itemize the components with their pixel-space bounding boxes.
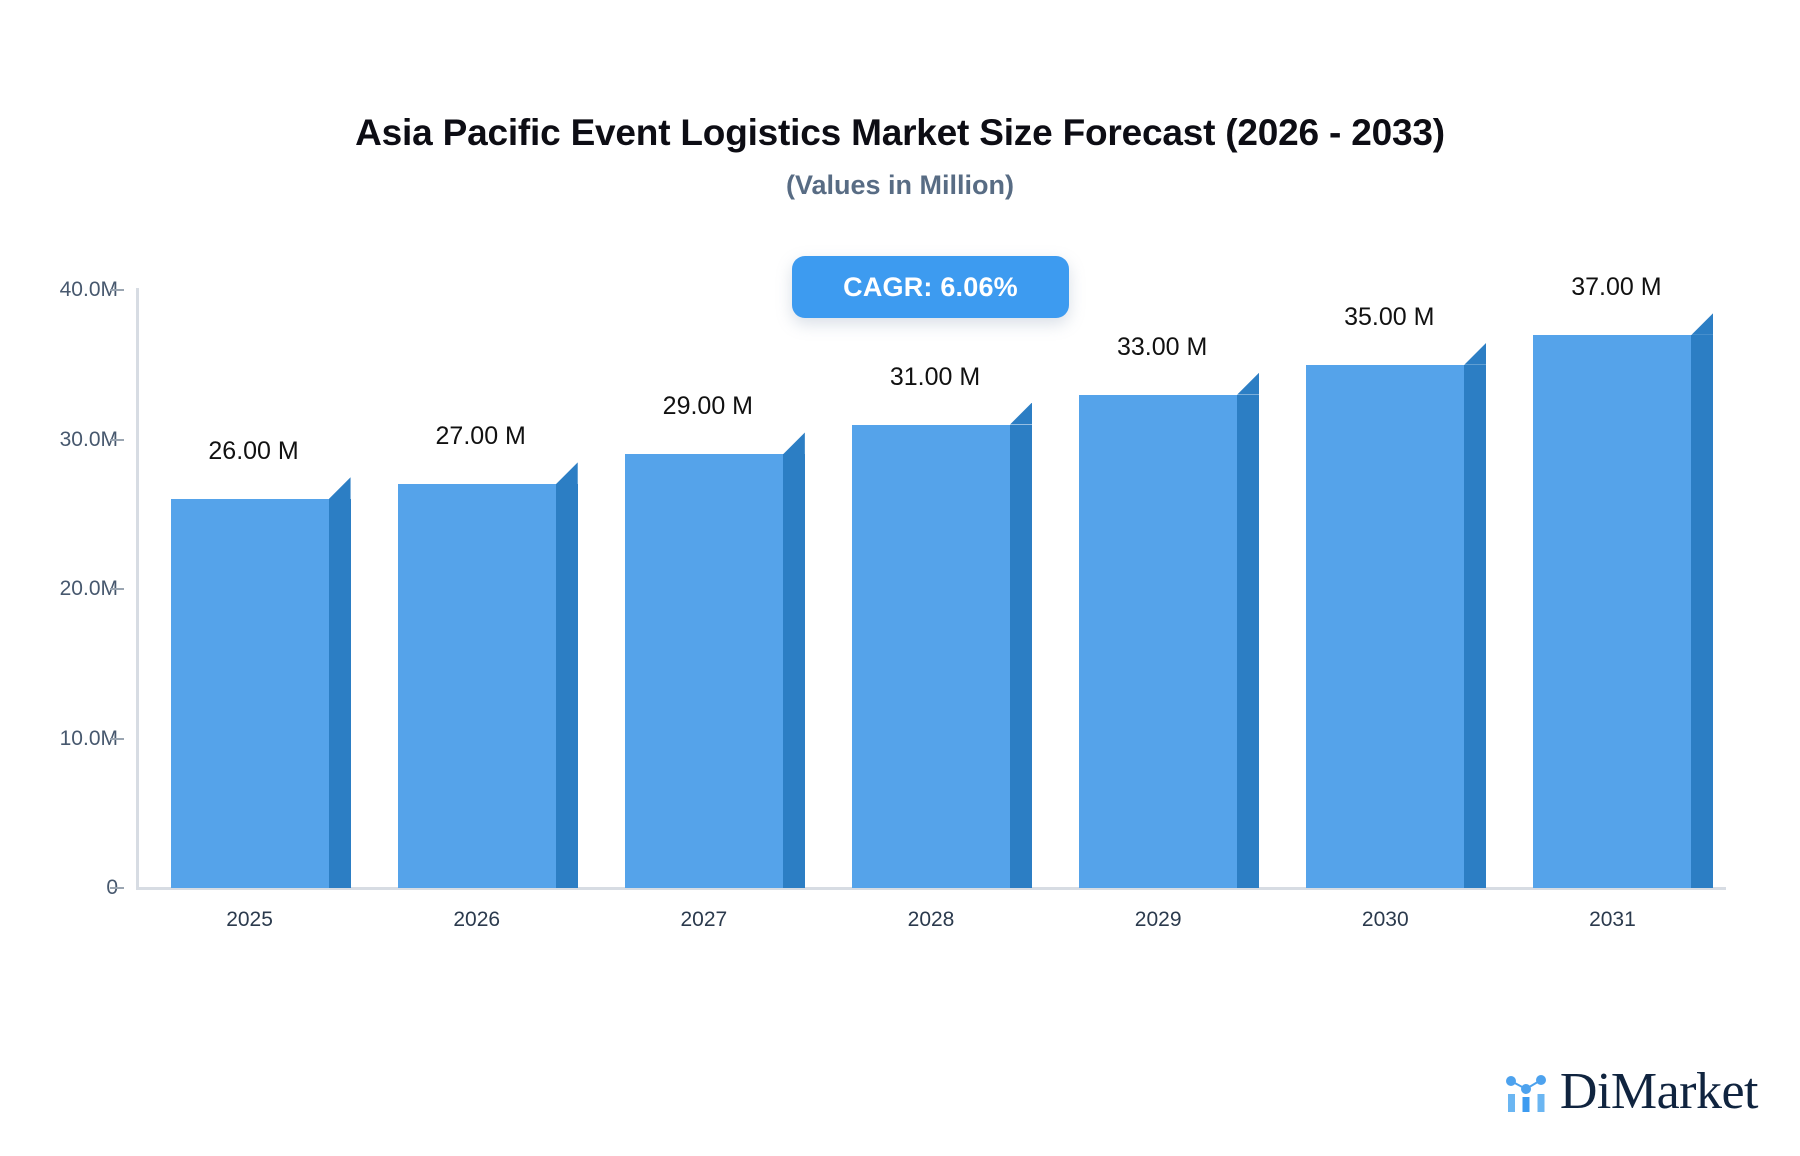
brand-logo: DiMarket bbox=[1504, 1063, 1759, 1120]
y-axis-line bbox=[136, 288, 139, 889]
x-axis-tick-label: 2027 bbox=[680, 908, 728, 931]
x-axis-tick-label: 2026 bbox=[453, 908, 501, 931]
bar-top-bevel bbox=[1237, 372, 1260, 395]
bar-front-face bbox=[397, 484, 556, 888]
bar-front-face bbox=[852, 424, 1010, 888]
bar-side-face bbox=[555, 484, 578, 888]
bar-column bbox=[170, 477, 351, 888]
bar-value-label: 35.00 M bbox=[1344, 302, 1435, 331]
bar-value-label: 37.00 M bbox=[1571, 272, 1662, 301]
bar-side-face bbox=[1237, 394, 1260, 888]
y-axis-tick-mark bbox=[110, 289, 124, 291]
bar-top-bevel bbox=[782, 432, 805, 455]
bar-front-face bbox=[1079, 394, 1238, 888]
x-axis-line bbox=[136, 887, 1726, 890]
y-axis-tick-mark bbox=[110, 887, 124, 889]
bar-front-face bbox=[1533, 334, 1692, 888]
bar-value-label: 26.00 M bbox=[208, 437, 299, 466]
cagr-badge: CAGR: 6.06% bbox=[792, 256, 1069, 318]
cagr-badge-label: CAGR: 6.06% bbox=[843, 271, 1018, 302]
bar-column bbox=[852, 402, 1032, 888]
x-axis-tick-label: 2025 bbox=[226, 908, 273, 931]
bar-chart-logo-icon bbox=[1505, 1075, 1546, 1112]
bar-value-label: 33.00 M bbox=[1116, 332, 1208, 361]
brand-name: DiMarket bbox=[1559, 1063, 1759, 1120]
bar-column bbox=[624, 432, 805, 888]
bar-value-label: 29.00 M bbox=[662, 392, 754, 421]
bar-front-face bbox=[624, 454, 783, 888]
bar-top-bevel bbox=[328, 477, 351, 500]
y-axis-tick-mark bbox=[110, 737, 124, 740]
x-axis-tick-label: 2030 bbox=[1361, 908, 1409, 931]
y-axis-tick-label: 20.0M bbox=[59, 577, 118, 600]
x-axis-tick-label: 2028 bbox=[907, 908, 955, 931]
chart-subtitle: (Values in Million) bbox=[785, 170, 1015, 200]
bar-column bbox=[1533, 312, 1714, 888]
bar-column bbox=[1079, 372, 1260, 888]
bar-front-face bbox=[1306, 364, 1465, 888]
bar-value-label: 27.00 M bbox=[435, 422, 526, 451]
bar-side-face bbox=[1691, 334, 1714, 888]
y-axis-tick-mark bbox=[110, 438, 124, 441]
y-axis-tick-label: 30.0M bbox=[59, 427, 118, 451]
bar-top-bevel bbox=[1691, 312, 1714, 335]
y-axis-tick-label: 0 bbox=[0, 876, 118, 900]
y-axis-tick-mark bbox=[110, 588, 124, 590]
chart-title: Asia Pacific Event Logistics Market Size… bbox=[355, 112, 1445, 153]
bar-front-face bbox=[170, 499, 329, 888]
bar-side-face bbox=[1464, 364, 1487, 888]
y-axis-tick-label: 40.0M bbox=[59, 278, 118, 301]
x-axis-tick-label: 2031 bbox=[1589, 908, 1636, 931]
bar-top-bevel bbox=[1464, 342, 1487, 365]
bar-side-face bbox=[328, 499, 351, 888]
bar-column bbox=[397, 462, 578, 888]
bar-column bbox=[1306, 342, 1487, 888]
bar-side-face bbox=[1010, 424, 1032, 888]
bar-value-label: 31.00 M bbox=[889, 362, 981, 391]
bar-top-bevel bbox=[555, 462, 578, 485]
x-axis-tick-label: 2029 bbox=[1134, 908, 1182, 931]
bar-top-bevel bbox=[1010, 402, 1032, 425]
y-axis-tick-label: 10.0M bbox=[59, 726, 118, 750]
bar-side-face bbox=[782, 454, 805, 888]
